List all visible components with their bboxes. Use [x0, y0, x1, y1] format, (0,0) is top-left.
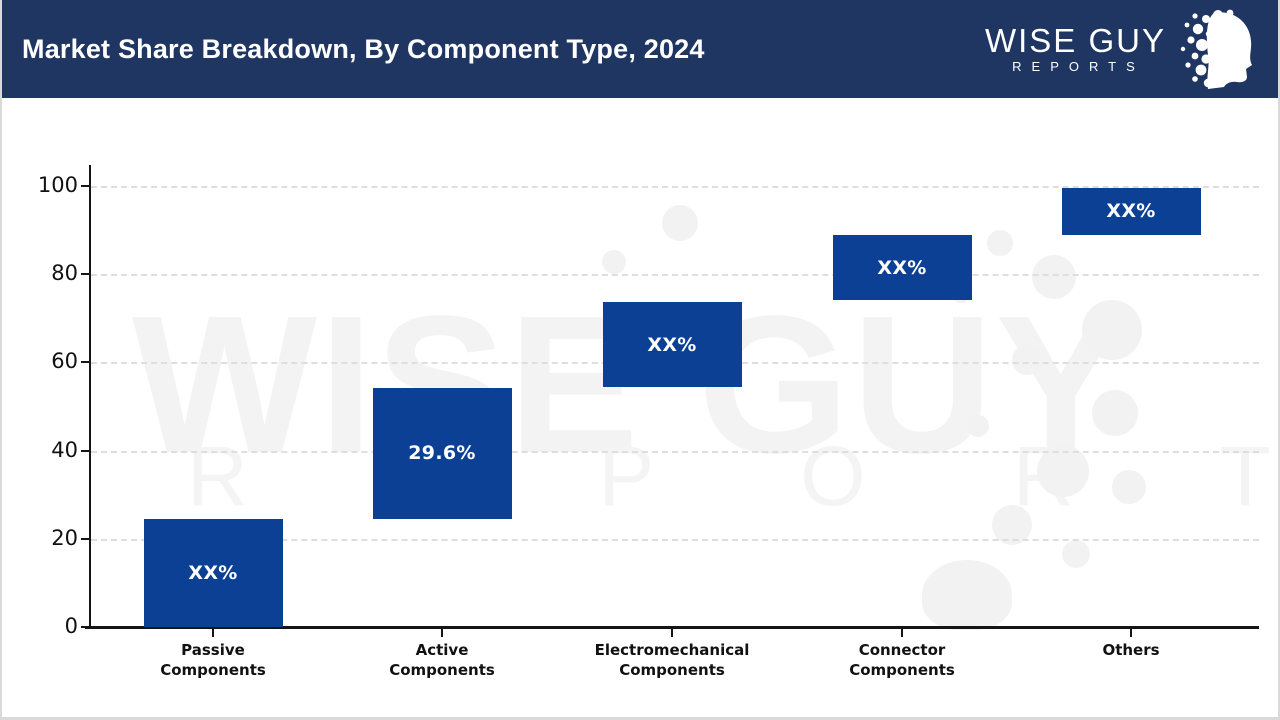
- bar-electromechanical-components: XX%: [602, 301, 742, 388]
- chart-title: Market Share Breakdown, By Component Typ…: [22, 33, 705, 64]
- y-tick-label-100: 100: [37, 173, 78, 197]
- x-tick-mark-passive-components: [212, 629, 214, 637]
- bar-value-label: XX%: [188, 561, 238, 584]
- bar-value-label: XX%: [1106, 200, 1156, 223]
- wise-guy-reports-logo: WISE GUY REPORTS: [985, 7, 1254, 91]
- bar-value-label: XX%: [877, 256, 927, 279]
- watermark-subtitle: R E P O R T S: [187, 429, 1278, 523]
- x-axis-line: [85, 626, 1259, 629]
- x-tick-mark-others: [1130, 629, 1132, 637]
- bar-value-label: 29.6%: [408, 442, 476, 465]
- bar-value-label: XX%: [647, 333, 697, 356]
- x-category-label-others: Others: [1102, 641, 1160, 659]
- dotted-head-icon: [1168, 7, 1254, 91]
- y-tick-mark-60: [81, 361, 90, 364]
- x-category-label-active-components: Active Components: [389, 641, 495, 680]
- x-tick-mark-connector-components: [901, 629, 903, 637]
- y-tick-label-0: 0: [64, 614, 78, 638]
- x-category-label-passive-components: Passive Components: [160, 641, 266, 680]
- logo-wordmark: WISE GUY: [984, 22, 1166, 60]
- y-tick-label-40: 40: [51, 437, 78, 462]
- bar-connector-components: XX%: [832, 234, 972, 301]
- bar-others: XX%: [1061, 188, 1201, 235]
- header-bar: Market Share Breakdown, By Component Typ…: [2, 0, 1278, 98]
- gridline-40: [91, 450, 1259, 453]
- y-tick-label-60: 60: [51, 349, 78, 374]
- x-tick-mark-active-components: [441, 629, 443, 637]
- bar-passive-components: XX%: [143, 518, 283, 627]
- y-tick-label-20: 20: [51, 525, 78, 550]
- x-tick-mark-electromechanical-components: [671, 629, 673, 637]
- y-tick-mark-20: [81, 537, 90, 540]
- bar-active-components: 29.6%: [372, 387, 512, 519]
- y-tick-mark-0: [81, 626, 90, 628]
- logo-text: WISE GUY REPORTS: [985, 24, 1166, 74]
- y-tick-mark-80: [81, 273, 90, 276]
- y-tick-mark-40: [81, 449, 90, 452]
- x-category-label-electromechanical-components: Electromechanical Components: [594, 641, 750, 680]
- y-tick-mark-100: [81, 185, 90, 187]
- y-axis-line: [89, 165, 91, 629]
- logo-subtitle: REPORTS: [1012, 58, 1145, 74]
- x-category-label-connector-components: Connector Components: [849, 641, 955, 680]
- gridline-100: [91, 186, 1259, 188]
- gridline-20: [91, 538, 1259, 541]
- y-tick-label-80: 80: [51, 261, 78, 286]
- gridline-80: [91, 274, 1259, 277]
